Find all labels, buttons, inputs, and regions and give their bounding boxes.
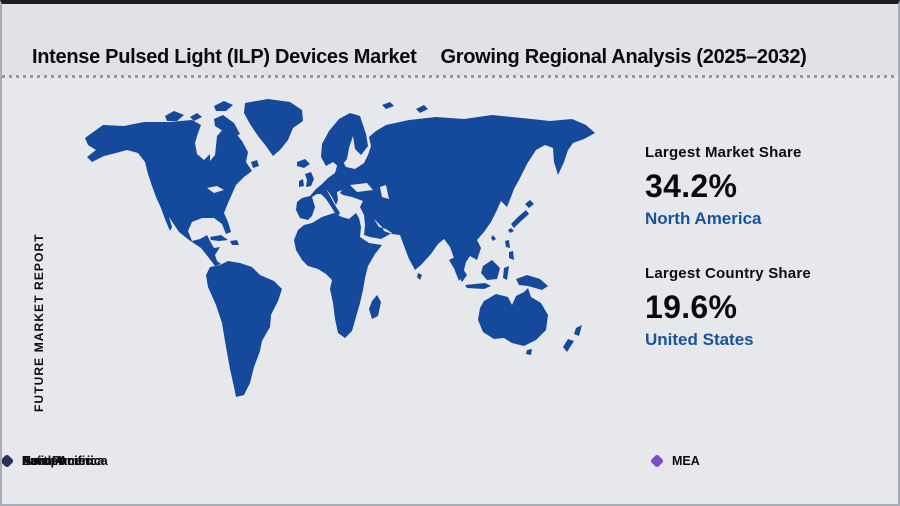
stat-label: Largest Country Share — [645, 265, 811, 282]
stat-largest-country-share: Largest Country Share 19.6% United State… — [645, 265, 890, 350]
stat-region: North America — [645, 209, 762, 228]
landmass-arctic-islands — [165, 101, 259, 168]
landmass-british-isles — [299, 172, 314, 187]
landmass-north-america — [85, 120, 252, 266]
landmass-japan — [508, 200, 534, 233]
stat-region: United States — [645, 330, 754, 349]
brand-vertical-label: FUTURE MARKET REPORT — [32, 233, 46, 413]
stat-value: 19.6% — [645, 289, 738, 325]
landmass-scandinavia — [321, 113, 368, 168]
landmass-eurasia — [296, 115, 595, 281]
landmass-africa — [294, 213, 382, 338]
stat-label: Largest Market Share — [645, 144, 802, 161]
legend-item-north-america: North America — [2, 452, 108, 470]
landmass-iceland — [297, 159, 310, 168]
legend-item-latin-america: Latin America — [2, 452, 104, 470]
title-right: Growing Regional Analysis (2025–2032) — [440, 46, 807, 68]
landmass-new-zealand — [526, 325, 582, 355]
legend-label: Asia Pacific — [22, 454, 93, 468]
landmass-greenland — [244, 99, 303, 156]
page-title: Intense Pulsed Light (ILP) Devices Marke… — [32, 46, 807, 69]
stat-largest-market-share: Largest Market Share 34.2% North America — [645, 144, 890, 229]
landmass-madagascar — [369, 295, 381, 319]
landmass-asian-islands — [417, 235, 514, 280]
landmass-indonesia — [449, 257, 548, 290]
landmass-caribbean — [210, 235, 239, 245]
world-map — [85, 99, 595, 397]
landmass-australia — [478, 288, 548, 346]
landmass-south-america — [206, 261, 282, 397]
legend-item-europe: Europe — [2, 452, 65, 470]
stat-value: 34.2% — [645, 168, 738, 204]
landmass-arctic-islets — [382, 102, 428, 113]
header: Intense Pulsed Light (ILP) Devices Marke… — [2, 4, 898, 75]
legend-label: Europe — [22, 454, 66, 468]
diamond-marker-icon — [649, 453, 665, 469]
stats-panel: Largest Market Share 34.2% North America… — [645, 144, 890, 350]
dotted-divider — [2, 75, 898, 78]
legend-label: MEA — [672, 454, 700, 468]
legend-item-mea: MEA — [649, 452, 700, 470]
legend-label: Latin America — [22, 454, 105, 468]
title-left: Intense Pulsed Light (ILP) Devices Marke… — [32, 46, 417, 68]
diamond-marker-icon — [2, 453, 15, 469]
legend-label: North America — [22, 454, 108, 468]
legend-item-asia-pacific: Asia Pacific — [2, 452, 92, 470]
